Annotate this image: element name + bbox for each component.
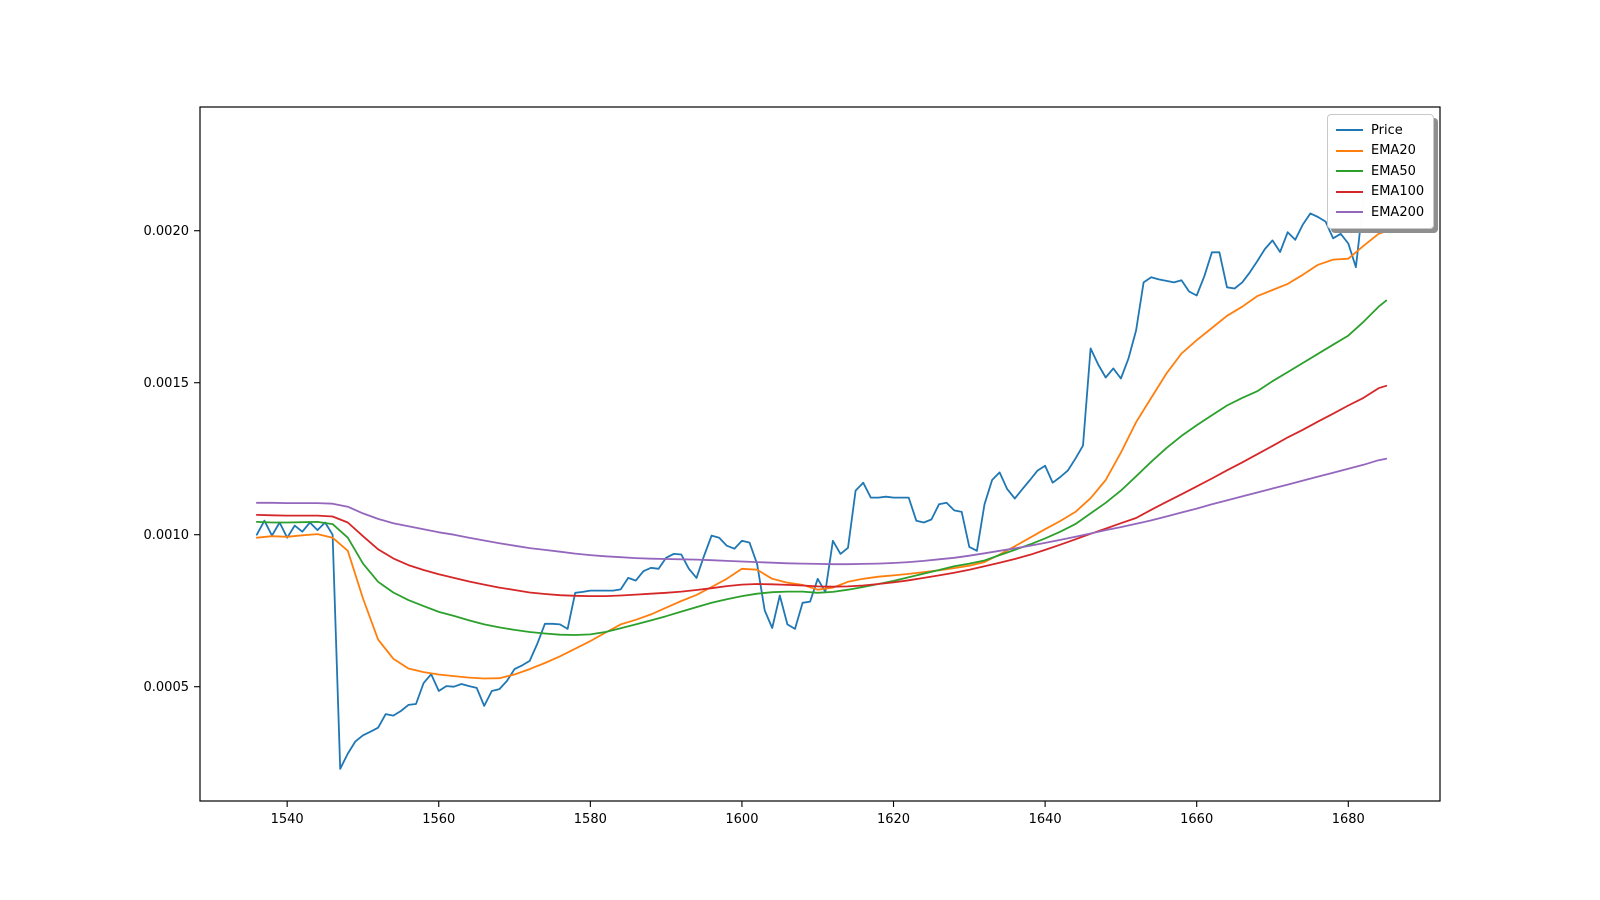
x-tick-label: 1640 [1029,812,1062,827]
legend-item-price: Price [1336,120,1424,141]
legend-label-price: Price [1371,122,1403,138]
ema200-swatch-icon [1336,211,1363,214]
legend-label-ema200: EMA200 [1371,204,1425,220]
y-tick-label: 0.0010 [144,528,190,543]
ema20-line [255,230,1388,680]
y-tick-label: 0.0020 [144,224,190,239]
ema100-swatch-icon [1336,190,1363,193]
y-tick-label: 0.0015 [144,376,190,391]
legend-item-ema20: EMA20 [1336,141,1424,162]
legend-label-ema100: EMA100 [1371,184,1425,200]
x-tick-label: 1560 [422,812,455,827]
legend: Price EMA20 EMA50 EMA100 EMA200 [1327,114,1435,229]
price-swatch-icon [1336,129,1363,132]
ema50-swatch-icon [1336,170,1363,173]
legend-label-ema50: EMA50 [1371,163,1416,179]
legend-item-ema200: EMA200 [1336,202,1424,223]
x-tick-label: 1680 [1332,812,1365,827]
legend-item-ema50: EMA50 [1336,161,1424,182]
ema20-swatch-icon [1336,149,1363,152]
axes-frame [199,106,1441,802]
x-tick-label: 1660 [1180,812,1213,827]
legend-label-ema20: EMA20 [1371,143,1416,159]
x-tick-label: 1620 [877,812,910,827]
x-tick-label: 1540 [271,812,304,827]
x-tick-label: 1600 [725,812,758,827]
legend-item-ema100: EMA100 [1336,182,1424,203]
y-tick-label: 0.0005 [144,680,190,695]
ema100-line [255,384,1388,597]
ema50-line [255,299,1388,636]
price-line [255,138,1388,770]
ema200-line [255,457,1388,566]
x-tick-label: 1580 [574,812,607,827]
